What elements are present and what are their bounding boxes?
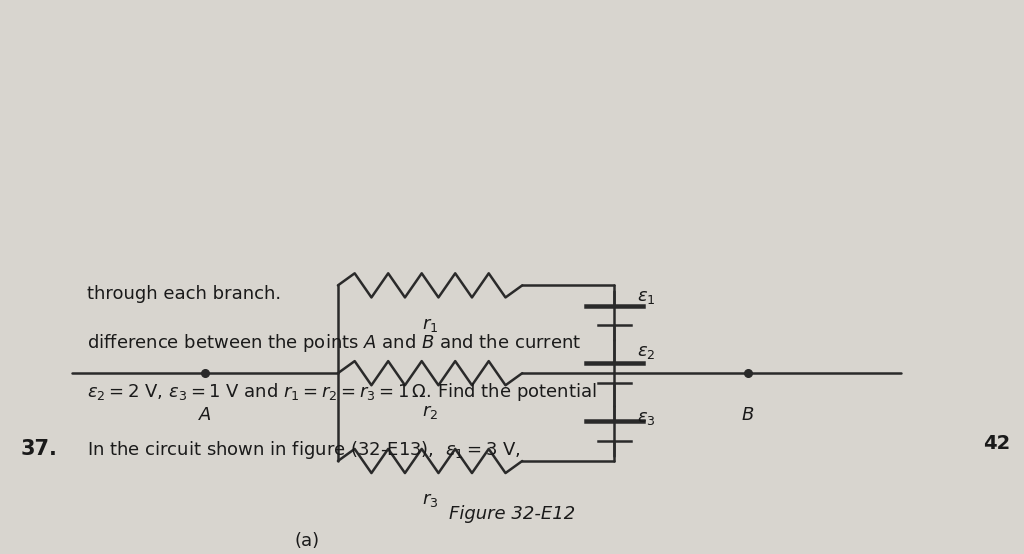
Text: through each branch.: through each branch. xyxy=(87,285,282,304)
Text: $r_1$: $r_1$ xyxy=(422,316,438,334)
Text: Figure 32-E12: Figure 32-E12 xyxy=(449,505,575,523)
Text: 37.: 37. xyxy=(20,439,57,459)
Text: $\varepsilon_3$: $\varepsilon_3$ xyxy=(637,409,655,427)
Text: $r_2$: $r_2$ xyxy=(422,403,438,422)
Text: $r_3$: $r_3$ xyxy=(422,491,438,509)
Text: $\varepsilon_2=2$ V, $\varepsilon_3=1$ V and $r_1=r_2=r_3=1\,\Omega$. Find the p: $\varepsilon_2=2$ V, $\varepsilon_3=1$ V… xyxy=(87,381,597,403)
Text: In the circuit shown in figure (32-E13),  $\varepsilon_1=3$ V,: In the circuit shown in figure (32-E13),… xyxy=(87,439,521,461)
Text: $\varepsilon_2$: $\varepsilon_2$ xyxy=(637,343,655,361)
Text: A: A xyxy=(199,406,211,424)
Text: B: B xyxy=(741,406,754,424)
Text: difference between the points $A$ and $B$ and the current: difference between the points $A$ and $B… xyxy=(87,332,582,354)
Text: $\varepsilon_1$: $\varepsilon_1$ xyxy=(637,288,655,306)
Text: (a): (a) xyxy=(295,532,319,550)
Text: 42: 42 xyxy=(983,434,1011,453)
